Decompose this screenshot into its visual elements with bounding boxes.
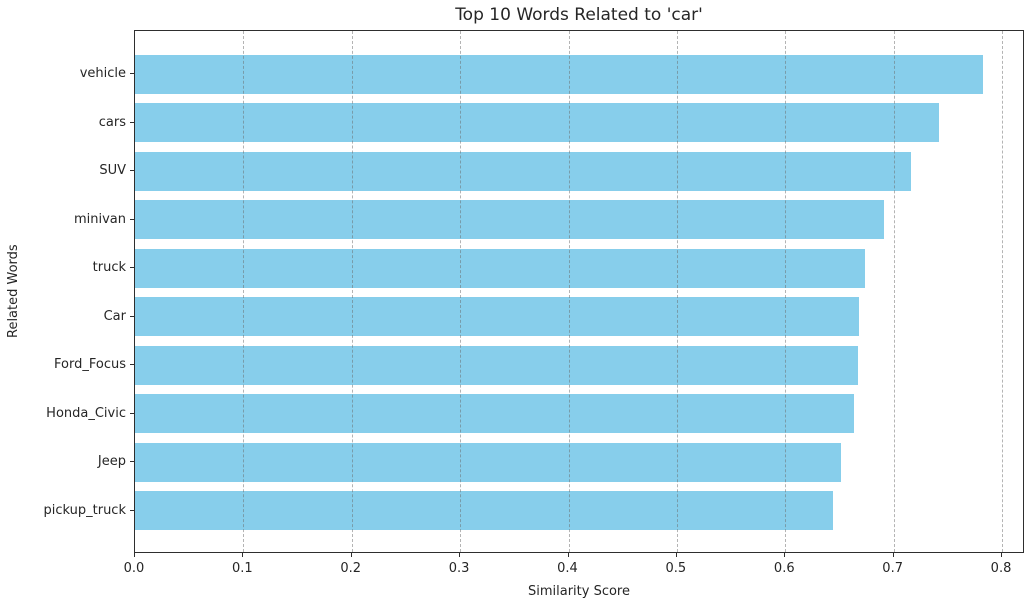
x-tick-mark — [242, 553, 244, 557]
x-tick-label: 0.2 — [340, 561, 362, 576]
x-tick-label: 0.6 — [773, 561, 795, 576]
y-tick-label: pickup_truck — [43, 502, 127, 518]
y-tick-label: Car — [103, 308, 126, 324]
y-tick-mark — [130, 509, 134, 511]
bar — [135, 54, 983, 94]
y-tick-label: SUV — [99, 163, 126, 179]
y-tick-label: Ford_Focus — [54, 357, 126, 373]
gridline — [893, 31, 895, 552]
x-tick-mark — [459, 553, 461, 557]
bar — [135, 200, 884, 240]
bar — [135, 248, 866, 288]
gridline — [460, 31, 462, 552]
bar — [135, 442, 841, 482]
x-tick-mark — [1001, 553, 1003, 557]
x-tick-label: 0.4 — [557, 561, 578, 576]
bar — [135, 103, 940, 143]
y-tick-mark — [130, 267, 134, 269]
x-tick-mark — [675, 553, 677, 557]
y-tick-label: Honda_Civic — [46, 405, 126, 421]
x-axis-label: Similarity Score — [527, 584, 630, 599]
y-tick-mark — [130, 315, 134, 317]
x-tick-label: 0.0 — [123, 561, 145, 576]
y-tick-mark — [130, 218, 134, 220]
bar — [135, 394, 854, 434]
gridline — [351, 31, 353, 552]
x-tick-label: 0.5 — [665, 561, 687, 576]
y-tick-mark — [130, 170, 134, 172]
bar — [135, 345, 858, 385]
x-tick-label: 0.7 — [882, 561, 903, 576]
x-tick-mark — [892, 553, 894, 557]
chart-title: Top 10 Words Related to 'car' — [455, 5, 703, 25]
y-tick-label: cars — [98, 114, 126, 130]
gridline — [568, 31, 570, 552]
x-tick-mark — [134, 553, 135, 557]
x-tick-label: 0.3 — [448, 561, 470, 576]
y-tick-label: Jeep — [97, 454, 126, 470]
x-tick-label: 0.8 — [990, 561, 1012, 576]
x-tick-label: 0.1 — [232, 561, 253, 576]
gridline — [1002, 31, 1004, 552]
y-tick-mark — [130, 73, 134, 75]
gridline — [676, 31, 678, 552]
gridline — [785, 31, 787, 552]
bar — [135, 151, 911, 191]
bar — [135, 297, 859, 337]
y-tick-mark — [130, 121, 134, 123]
x-tick-mark — [350, 553, 352, 557]
y-tick-mark — [130, 364, 134, 366]
y-tick-label: vehicle — [79, 66, 126, 82]
plot-area — [134, 30, 1024, 553]
y-tick-label: minivan — [73, 211, 126, 227]
y-axis-label: Related Words — [6, 244, 21, 339]
y-tick-label: truck — [92, 260, 126, 276]
x-tick-mark — [567, 553, 569, 557]
y-tick-mark — [130, 412, 134, 414]
gridline — [243, 31, 245, 552]
bar — [135, 491, 833, 531]
x-tick-mark — [784, 553, 786, 557]
y-tick-mark — [130, 461, 134, 463]
